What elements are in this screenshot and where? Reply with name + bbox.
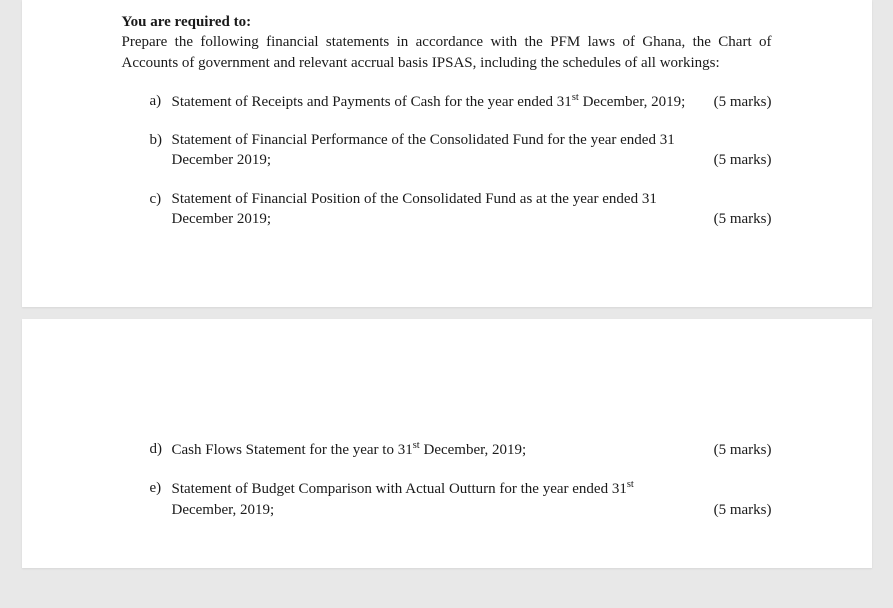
item-bullet: a) <box>150 91 172 112</box>
item-bullet: d) <box>150 439 172 460</box>
list-item: c)Statement of Financial Position of the… <box>150 189 772 230</box>
question-list-bottom: d)Cash Flows Statement for the year to 3… <box>122 439 772 520</box>
item-body: Statement of Receipts and Payments of Ca… <box>172 91 772 112</box>
item-bullet: b) <box>150 130 172 171</box>
item-text: Statement of Budget Comparison with Actu… <box>172 478 690 520</box>
item-marks: (5 marks) <box>714 150 772 170</box>
item-text: Cash Flows Statement for the year to 31s… <box>172 439 690 460</box>
question-list-top: a)Statement of Receipts and Payments of … <box>122 91 772 229</box>
item-body: Cash Flows Statement for the year to 31s… <box>172 439 772 460</box>
item-marks: (5 marks) <box>714 92 772 112</box>
item-body: Statement of Financial Performance of th… <box>172 130 772 171</box>
item-text: Statement of Receipts and Payments of Ca… <box>172 91 690 112</box>
item-body: Statement of Financial Position of the C… <box>172 189 772 230</box>
page-1: You are required to: Prepare the followi… <box>22 0 872 307</box>
item-body: Statement of Budget Comparison with Actu… <box>172 478 772 520</box>
item-text: Statement of Financial Performance of th… <box>172 130 690 171</box>
item-marks: (5 marks) <box>714 500 772 520</box>
item-bullet: c) <box>150 189 172 230</box>
list-item: a)Statement of Receipts and Payments of … <box>150 91 772 112</box>
intro-text: Prepare the following financial statemen… <box>122 34 772 70</box>
list-item: e)Statement of Budget Comparison with Ac… <box>150 478 772 520</box>
item-marks: (5 marks) <box>714 209 772 229</box>
page-2: d)Cash Flows Statement for the year to 3… <box>22 319 872 568</box>
item-bullet: e) <box>150 478 172 520</box>
heading: You are required to: <box>122 14 252 30</box>
intro-block: You are required to: Prepare the followi… <box>122 12 772 73</box>
list-item: b)Statement of Financial Performance of … <box>150 130 772 171</box>
item-text: Statement of Financial Position of the C… <box>172 189 690 230</box>
item-marks: (5 marks) <box>714 440 772 460</box>
list-item: d)Cash Flows Statement for the year to 3… <box>150 439 772 460</box>
